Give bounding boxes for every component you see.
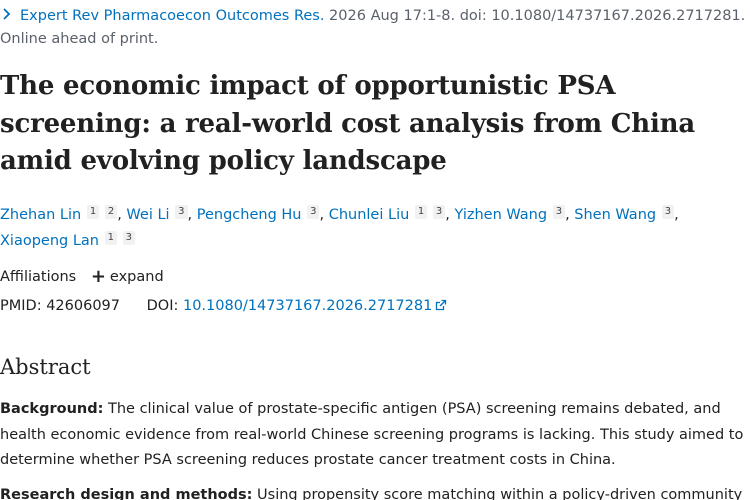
- author-link[interactable]: Yizhen Wang: [454, 207, 548, 223]
- author-separator: ,: [117, 207, 122, 223]
- affiliation-number[interactable]: 1: [104, 231, 117, 245]
- author-list: Zhehan Lin 1 2, Wei Li 3, Pengcheng Hu 3…: [0, 202, 720, 254]
- author-separator: ,: [674, 207, 679, 223]
- abstract-methods: Research design and methods: Using prope…: [0, 483, 750, 500]
- external-link-icon: [436, 299, 447, 311]
- pmid-label: PMID:: [0, 298, 42, 314]
- abstract-heading: Abstract: [0, 355, 91, 379]
- article-title: The economic impact of opportunistic PSA…: [0, 71, 696, 176]
- chevron-right-icon[interactable]: [0, 7, 14, 21]
- author-link[interactable]: Pengcheng Hu: [196, 207, 302, 223]
- author-separator: ,: [565, 207, 570, 223]
- journal-link[interactable]: Expert Rev Pharmacoecon Outcomes Res.: [20, 8, 325, 24]
- author-link[interactable]: Zhehan Lin: [0, 207, 82, 223]
- abstract-section-label: Research design and methods:: [0, 487, 253, 500]
- doi-value: 10.1080/14737167.2026.2717281: [182, 298, 433, 314]
- abstract-section-text: The clinical value of prostate-specific …: [0, 401, 744, 468]
- affiliation-number[interactable]: 3: [432, 205, 446, 219]
- author-link[interactable]: Chunlei Liu: [328, 207, 410, 223]
- abstract-background: Background: The clinical value of prosta…: [0, 397, 750, 474]
- affiliation-number[interactable]: 1: [86, 205, 100, 219]
- expand-label: expand: [109, 269, 164, 285]
- affiliation-number[interactable]: 2: [104, 205, 118, 219]
- author-separator: ,: [187, 207, 193, 223]
- author-link[interactable]: Wei Li: [126, 207, 170, 223]
- citation-line: Expert Rev Pharmacoecon Outcomes Res. 20…: [0, 4, 745, 28]
- affiliations-label: Affiliations: [0, 269, 77, 285]
- affiliation-number[interactable]: 3: [175, 205, 188, 219]
- abstract-section-text: Using propensity score matching within a…: [257, 487, 743, 500]
- identifiers-row: PMID: 42606097 DOI: 10.1080/14737167.202…: [0, 294, 447, 318]
- author-link[interactable]: Shen Wang: [574, 207, 657, 223]
- affiliations-expand-button[interactable]: + expand: [91, 265, 164, 289]
- affiliation-number[interactable]: 3: [552, 205, 566, 219]
- author-link[interactable]: Xiaopeng Lan: [0, 233, 100, 249]
- doi-link[interactable]: 10.1080/14737167.2026.2717281: [183, 298, 447, 314]
- author-separator: ,: [445, 207, 450, 223]
- pmid-value: 42606097: [46, 298, 121, 314]
- abstract-section-label: Background:: [0, 401, 104, 417]
- affiliations-row: Affiliations + expand: [0, 265, 164, 289]
- author-separator: ,: [319, 207, 325, 223]
- citation-details: 2026 Aug 17:1-8. doi: 10.1080/14737167.2…: [324, 8, 746, 24]
- doi-label: DOI:: [146, 298, 179, 314]
- publication-status: Online ahead of print.: [0, 31, 159, 47]
- affiliation-number[interactable]: 1: [414, 205, 428, 219]
- affiliation-number[interactable]: 3: [307, 205, 320, 219]
- affiliation-number[interactable]: 3: [661, 205, 675, 219]
- affiliation-number[interactable]: 3: [122, 231, 135, 245]
- plus-icon: +: [90, 266, 106, 287]
